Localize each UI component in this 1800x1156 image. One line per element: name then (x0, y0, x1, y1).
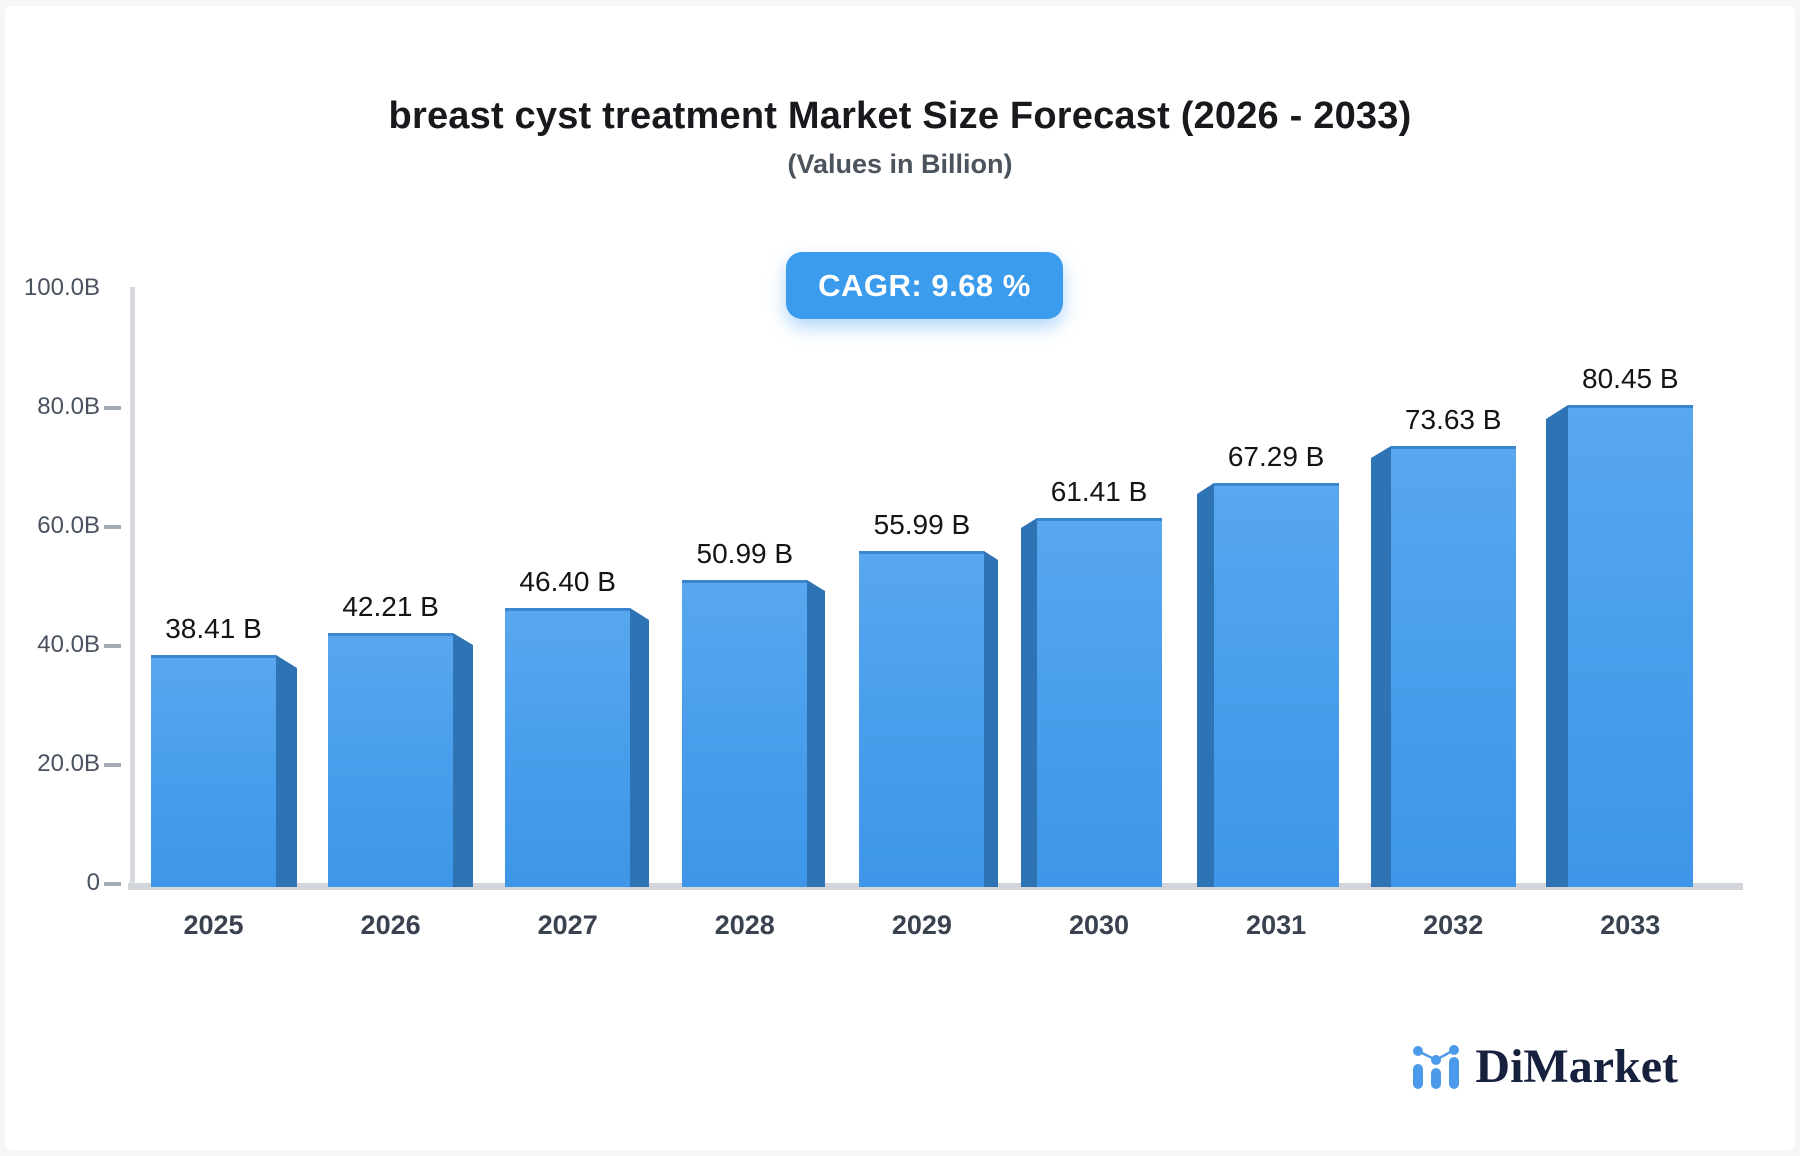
y-axis-tick-20 (104, 762, 121, 767)
bar-2028 (682, 580, 807, 887)
x-axis-label-2026: 2026 (360, 910, 421, 940)
brand-logo: DiMarket (1411, 1037, 1678, 1097)
chart-card: breast cyst treatment Market Size Foreca… (5, 6, 1795, 1150)
x-axis-label-2031: 2031 (1246, 910, 1307, 940)
bar-side-2029 (984, 551, 998, 887)
y-axis-tick-80 (104, 405, 121, 410)
bar-2032 (1391, 446, 1516, 887)
bar-2025 (151, 655, 276, 887)
x-axis-label-2027: 2027 (537, 910, 598, 940)
bar-side-2025 (276, 655, 297, 887)
y-axis-label-60: 60.0B (37, 511, 100, 539)
chart-title: breast cyst treatment Market Size Foreca… (388, 95, 1412, 137)
x-axis-label-2030: 2030 (1068, 910, 1130, 940)
cagr-badge-label: CAGR: 9.68 % (818, 267, 1031, 303)
bar-2026 (328, 633, 453, 887)
x-axis-label-2025: 2025 (183, 910, 244, 940)
x-axis-label-2028: 2028 (714, 910, 775, 940)
cagr-badge: CAGR: 9.68 % (786, 252, 1063, 319)
bar-2033 (1568, 405, 1693, 887)
bar-value-label-2029: 55.99 B (873, 509, 971, 540)
y-axis-label-80: 80.0B (37, 392, 100, 420)
bar-side-2027 (630, 608, 649, 887)
bar-side-2032 (1371, 446, 1391, 887)
bar-2030 (1037, 518, 1162, 887)
bar-line-chart-icon (1413, 1045, 1460, 1089)
y-axis-label-20: 20.0B (37, 749, 100, 777)
brand-name: DiMarket (1475, 1040, 1678, 1093)
bar-side-2028 (807, 580, 825, 887)
y-axis-tick-0 (104, 882, 121, 886)
bar-side-2031 (1197, 483, 1214, 887)
bar-side-2033 (1546, 405, 1568, 887)
bar-2029 (859, 551, 984, 887)
y-axis-label-40: 40.0B (37, 630, 100, 658)
bar-value-label-2030: 61.41 B (1050, 476, 1148, 507)
y-axis-label-0: 0 (86, 869, 100, 896)
bar-value-label-2031: 67.29 B (1227, 441, 1325, 472)
x-axis-label-2032: 2032 (1423, 910, 1484, 940)
bar-side-2030 (1021, 518, 1037, 887)
y-axis-label-100: 100.0B (23, 273, 100, 301)
x-axis-label-2033: 2033 (1600, 910, 1661, 940)
bar-2027 (505, 608, 630, 887)
bar-value-label-2032: 73.63 B (1404, 404, 1502, 435)
bar-value-label-2028: 50.99 B (696, 538, 794, 569)
x-axis-label-2029: 2029 (891, 910, 952, 940)
bar-value-label-2026: 42.21 B (342, 591, 439, 622)
bar-value-label-2025: 38.41 B (165, 613, 262, 644)
chart-subtitle: (Values in Billion) (787, 149, 1013, 179)
bar-side-2026 (453, 633, 473, 887)
bar-value-label-2027: 46.40 B (519, 566, 616, 597)
y-axis-tick-60 (104, 524, 121, 529)
y-axis-tick-40 (104, 643, 121, 648)
y-axis-line (130, 287, 135, 889)
bar-value-label-2033: 80.45 B (1582, 363, 1679, 394)
bar-2031 (1214, 483, 1339, 887)
